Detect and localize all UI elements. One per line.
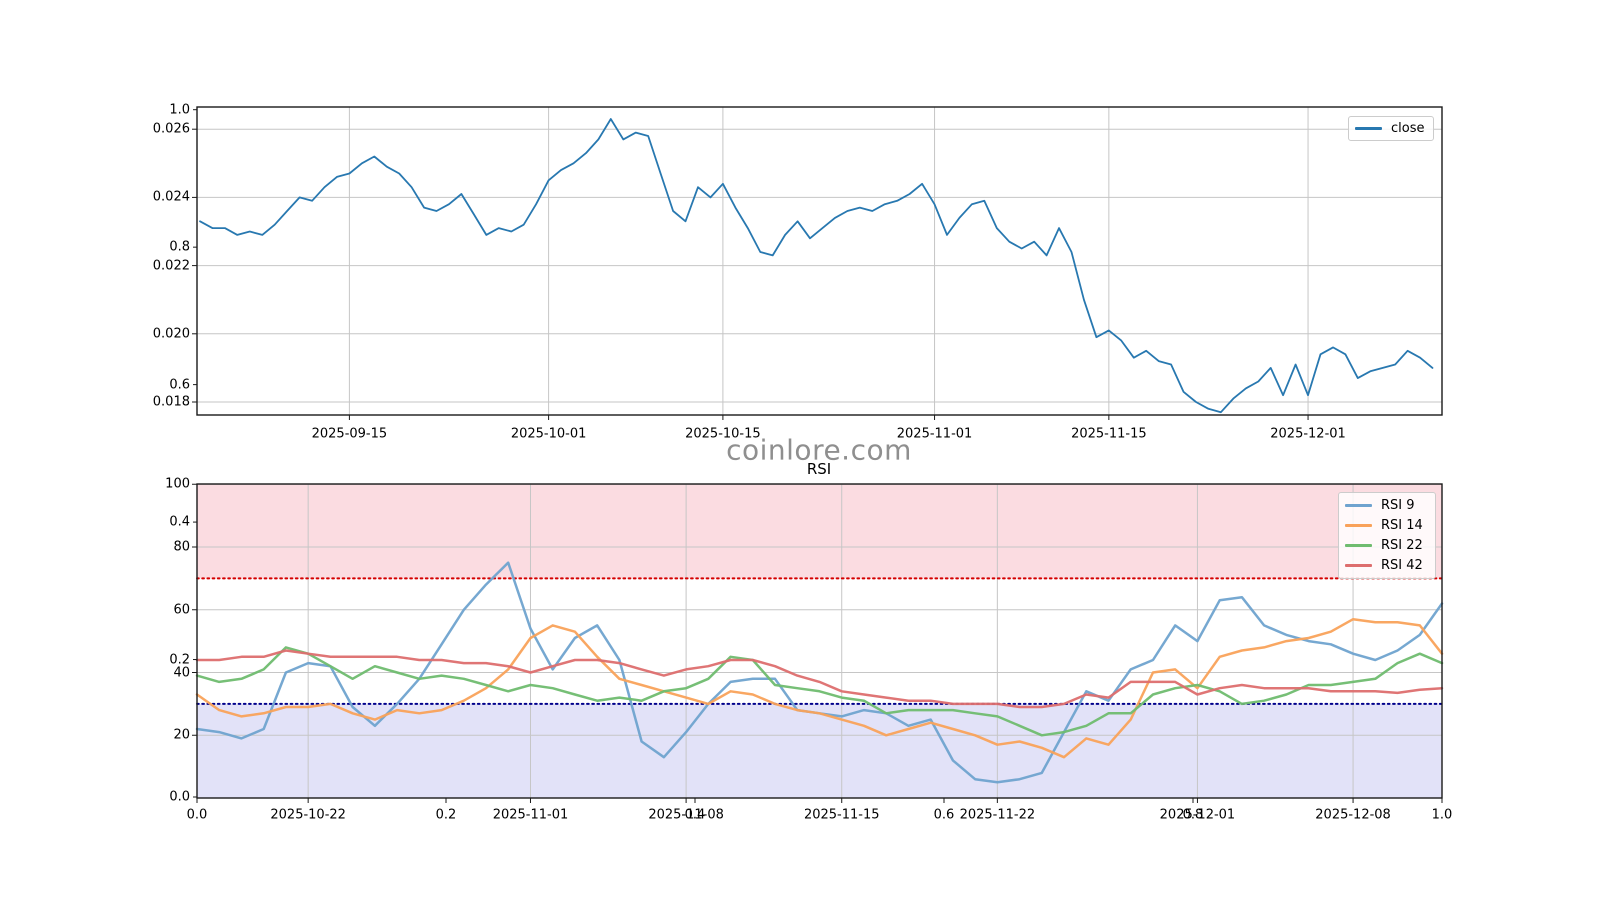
legend-row-rsi22: RSI 22 bbox=[1345, 539, 1429, 552]
rsi22-line-swatch bbox=[1345, 544, 1372, 548]
rsi14-line bbox=[195, 617, 1444, 759]
legend-label-rsi42: RSI 42 bbox=[1381, 558, 1423, 574]
legend-row-rsi14: RSI 14 bbox=[1345, 519, 1429, 532]
legend-row-rsi42: RSI 42 bbox=[1345, 559, 1429, 572]
price-plot-border bbox=[196, 106, 1443, 416]
oversold-band bbox=[197, 703, 1442, 798]
legend-row-close: close bbox=[1355, 122, 1427, 135]
rsi-plot-border bbox=[196, 483, 1443, 799]
price-legend: close bbox=[1348, 116, 1434, 141]
rsi14-line-swatch bbox=[1345, 523, 1372, 527]
rsi-legend: RSI 9 RSI 14 RSI 22 RSI 42 bbox=[1338, 492, 1436, 579]
rsi42-line bbox=[195, 649, 1444, 709]
rsi22-line bbox=[195, 646, 1444, 737]
watermark: coinlore.com bbox=[726, 433, 912, 467]
legend-row-rsi9: RSI 9 bbox=[1345, 499, 1429, 512]
overbought-band bbox=[197, 484, 1442, 579]
rsi-chart-title: RSI bbox=[806, 460, 832, 478]
rsi42-line-swatch bbox=[1345, 564, 1372, 568]
legend-label-rsi9: RSI 9 bbox=[1381, 497, 1415, 513]
legend-label-rsi14: RSI 14 bbox=[1381, 517, 1423, 533]
close-line-swatch bbox=[1355, 127, 1382, 130]
close-line bbox=[199, 118, 1434, 414]
legend-label-rsi22: RSI 22 bbox=[1381, 538, 1423, 554]
rsi9-line-swatch bbox=[1345, 503, 1372, 507]
legend-label-close: close bbox=[1391, 121, 1425, 136]
